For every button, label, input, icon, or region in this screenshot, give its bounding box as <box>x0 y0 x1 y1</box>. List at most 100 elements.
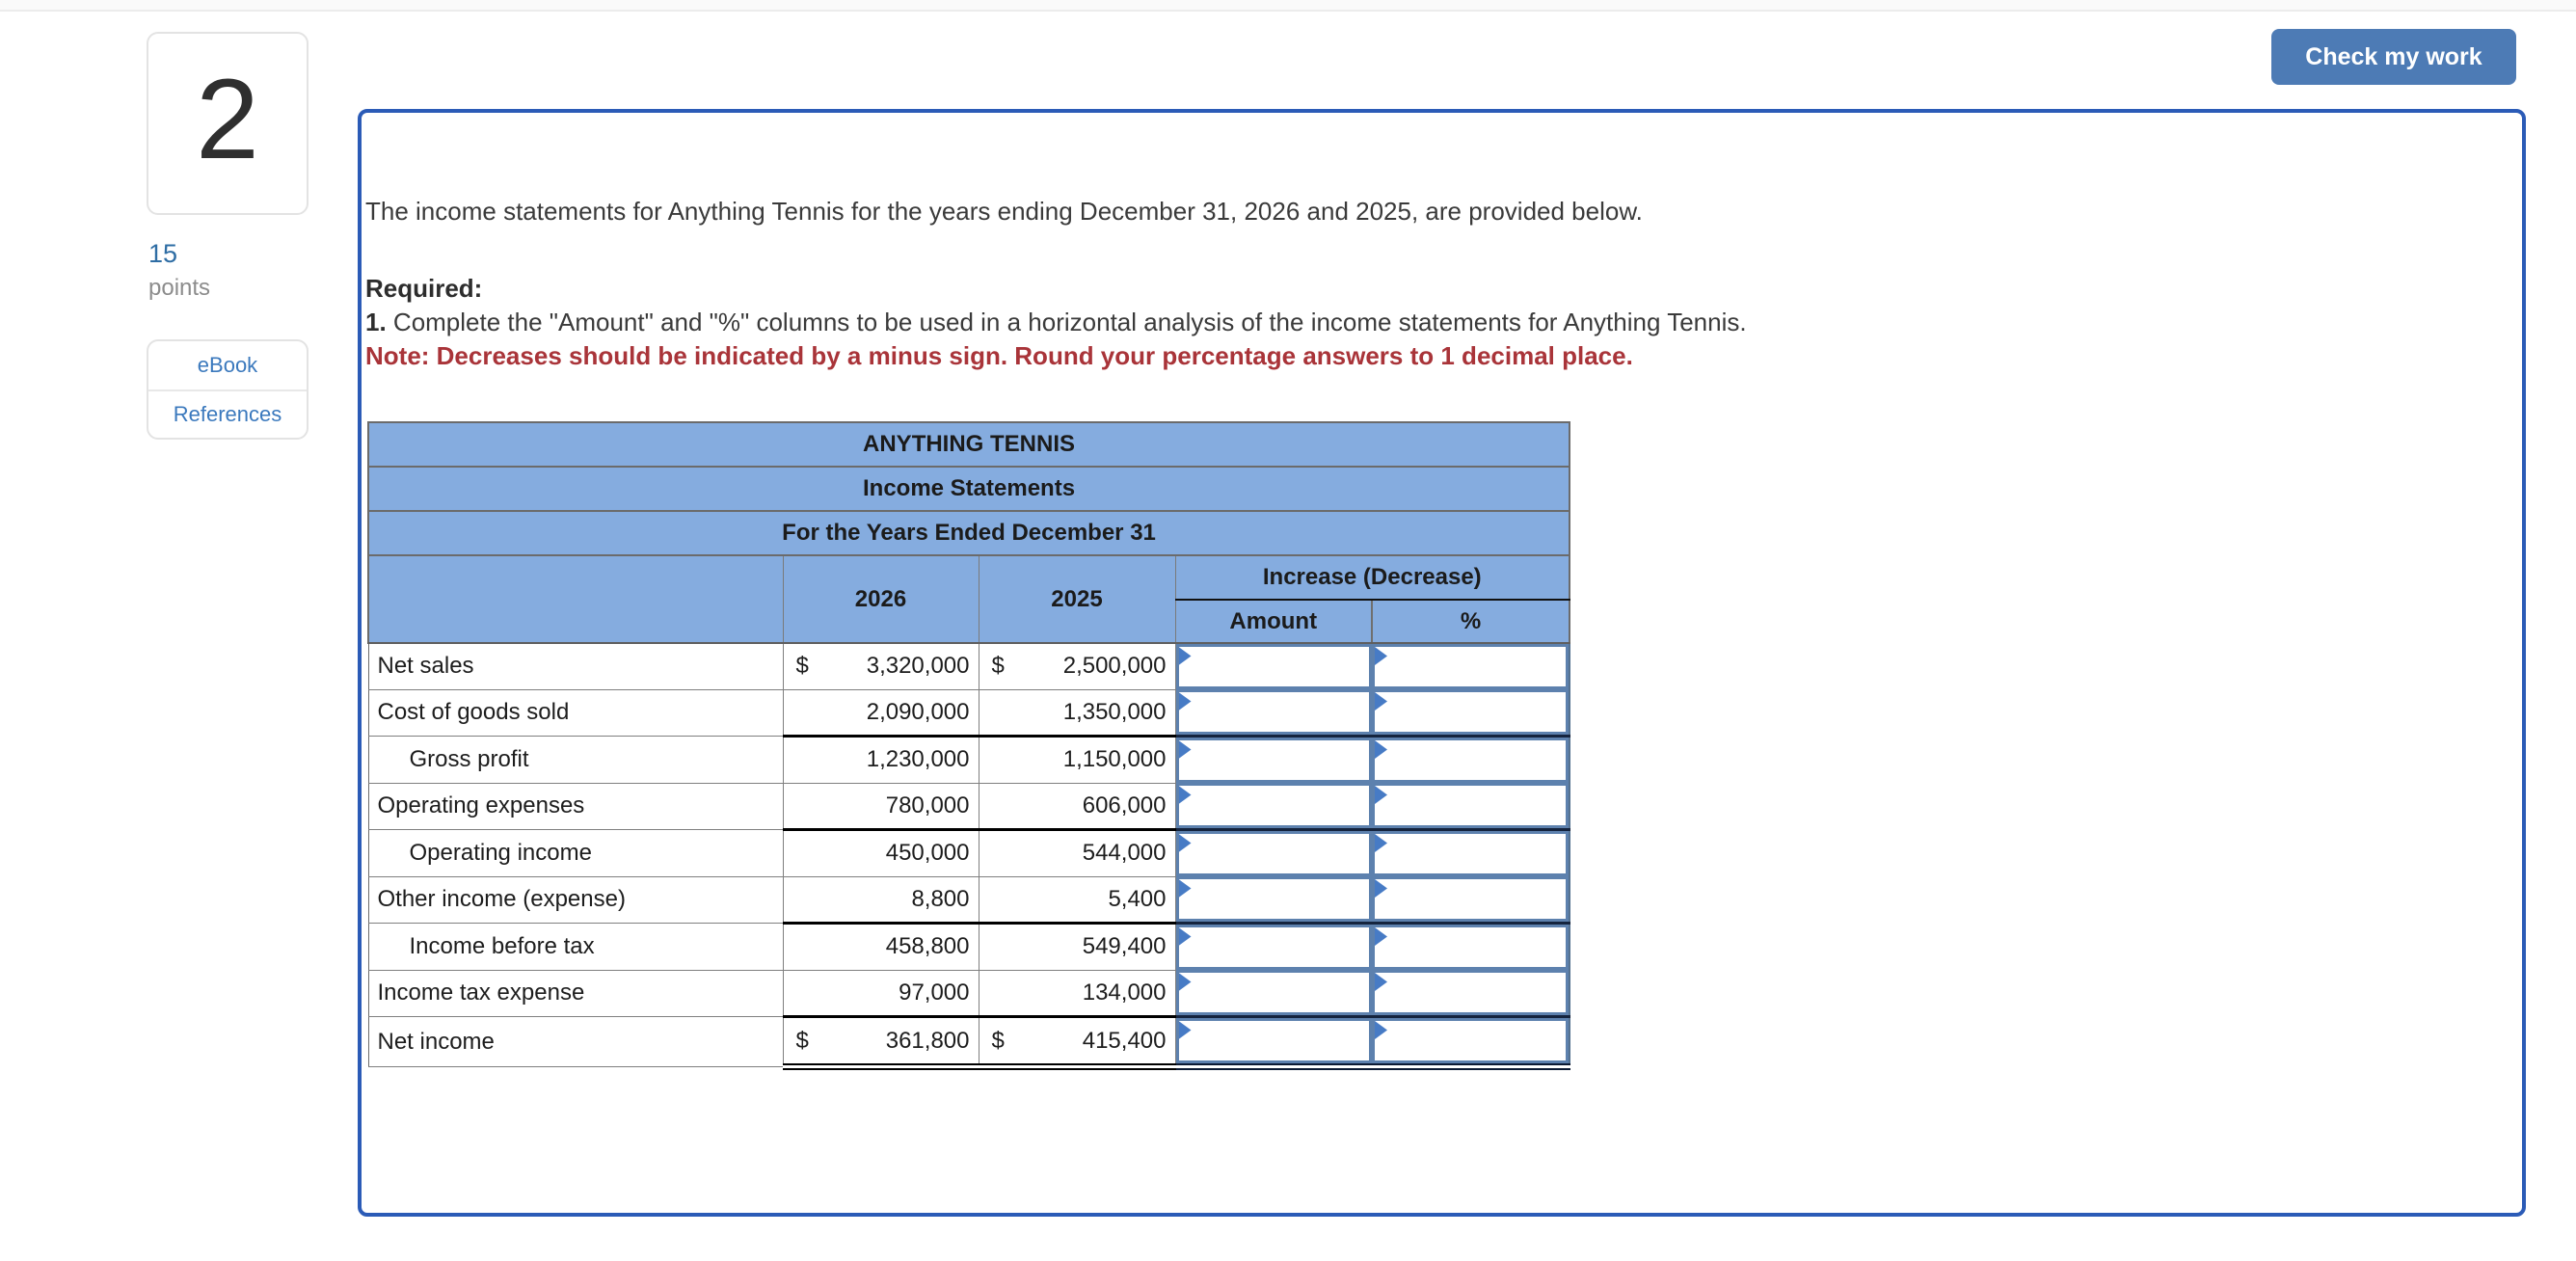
value-2026-cell: 450,000 <box>783 828 979 877</box>
row-label-cell: Gross profit <box>367 736 784 784</box>
check-my-work-button[interactable]: Check my work <box>2271 29 2516 85</box>
input-flag-icon <box>1178 834 1192 852</box>
amount-input[interactable] <box>1178 927 1369 967</box>
input-flag-icon <box>1178 927 1192 946</box>
row-label: Income before tax <box>409 932 595 959</box>
amount-input[interactable] <box>1178 973 1369 1012</box>
percent-input[interactable] <box>1375 834 1567 873</box>
percent-input-cell <box>1372 922 1571 970</box>
percent-input[interactable] <box>1375 647 1567 686</box>
row-label: Other income (expense) <box>377 886 626 913</box>
row-label: Operating expenses <box>377 792 585 819</box>
input-flag-icon <box>1178 786 1192 804</box>
required-label: Required: <box>365 274 483 303</box>
amount-input[interactable] <box>1178 692 1369 732</box>
table-row: Other income (expense) 8,800 5,400 <box>367 876 1571 924</box>
year-2025-header: 2025 <box>979 555 1176 644</box>
value-2025-cell: $2,500,000 <box>979 643 1176 690</box>
amount-header: Amount <box>1175 600 1373 644</box>
value-2026-cell: $3,320,000 <box>783 643 979 690</box>
percent-input[interactable] <box>1375 692 1567 732</box>
ebook-link[interactable]: eBook <box>197 353 258 377</box>
amount-input[interactable] <box>1178 834 1369 873</box>
input-flag-icon <box>1178 647 1192 665</box>
amount-input-cell <box>1175 735 1372 783</box>
question-panel: The income statements for Anything Tenni… <box>358 109 2526 1217</box>
year-2026-header: 2026 <box>783 555 979 644</box>
input-flag-icon <box>1375 740 1387 759</box>
value-2026-cell: 8,800 <box>783 876 979 924</box>
amount-input-cell <box>1175 643 1372 689</box>
row-label-cell: Net sales <box>367 643 784 690</box>
value-2025-cell: 5,400 <box>979 876 1176 924</box>
percent-input[interactable] <box>1375 927 1567 967</box>
table-row: Income tax expense 97,000 134,000 <box>367 970 1571 1017</box>
statement-title: Income Statements <box>366 466 1571 512</box>
note-text: Note: Decreases should be indicated by a… <box>365 341 1633 370</box>
percent-header: % <box>1372 600 1571 644</box>
percent-input-cell <box>1372 970 1571 1017</box>
table-row: Cost of goods sold 2,090,000 1,350,000 <box>367 689 1571 737</box>
amount-input[interactable] <box>1178 879 1369 919</box>
points-block: 15 points <box>148 238 210 302</box>
percent-input[interactable] <box>1375 879 1567 919</box>
income-statement-table: ANYTHING TENNIS Income Statements For th… <box>366 421 1571 1070</box>
amount-input[interactable] <box>1178 1021 1369 1060</box>
amount-input[interactable] <box>1178 740 1369 780</box>
sub-header-row: Amount % <box>368 600 1571 644</box>
value-2025-cell: 606,000 <box>979 783 1176 830</box>
amount-input-cell <box>1175 970 1372 1017</box>
dollar-sign: $ <box>991 1027 1005 1054</box>
table-title-row: Income Statements <box>366 466 1571 512</box>
percent-input-cell <box>1372 643 1571 689</box>
dollar-sign: $ <box>795 653 809 680</box>
table-title-row: ANYTHING TENNIS <box>366 421 1571 468</box>
percent-input[interactable] <box>1375 786 1567 825</box>
blank-header-cell <box>367 555 784 644</box>
row-label-cell: Net income <box>367 1016 784 1067</box>
percent-input-cell <box>1372 783 1571 830</box>
row-label-cell: Operating expenses <box>367 783 784 830</box>
row-label-cell: Other income (expense) <box>367 876 784 924</box>
amount-input[interactable] <box>1178 647 1369 686</box>
requirement-number: 1. <box>365 308 387 336</box>
percent-input-cell <box>1372 1015 1571 1070</box>
percent-input[interactable] <box>1375 1021 1567 1060</box>
table-row: Gross profit 1,230,000 1,150,000 <box>367 735 1571 784</box>
company-name-title: ANYTHING TENNIS <box>366 421 1571 468</box>
value-2026-cell: 1,230,000 <box>783 735 979 784</box>
row-label: Cost of goods sold <box>377 699 570 726</box>
percent-input[interactable] <box>1375 973 1567 1012</box>
input-flag-icon <box>1178 973 1192 991</box>
dollar-sign: $ <box>795 1027 809 1054</box>
input-flag-icon <box>1375 834 1387 852</box>
value-2026-cell: 2,090,000 <box>783 689 979 737</box>
input-flag-icon <box>1178 740 1192 759</box>
amount-input-cell <box>1175 689 1372 737</box>
references-link[interactable]: References <box>148 389 307 438</box>
value-2026-cell: 97,000 <box>783 970 979 1017</box>
points-value: 15 <box>148 239 178 268</box>
row-label-cell: Income before tax <box>367 923 784 971</box>
amount-input-cell <box>1175 1015 1372 1070</box>
table-title-row: For the Years Ended December 31 <box>366 510 1571 556</box>
resource-links-box: eBook References <box>147 339 309 440</box>
input-flag-icon <box>1375 647 1387 665</box>
percent-input[interactable] <box>1375 740 1567 780</box>
percent-input-cell <box>1372 689 1571 737</box>
question-number: 2 <box>196 56 259 183</box>
amount-input[interactable] <box>1178 786 1369 825</box>
table-row: Net sales $3,320,000 $2,500,000 <box>367 643 1571 690</box>
value-2026-cell: $361,800 <box>783 1015 979 1070</box>
requirements-block: Required: 1. Complete the "Amount" and "… <box>365 272 2522 373</box>
row-label: Net sales <box>377 653 474 680</box>
amount-input-cell <box>1175 876 1372 924</box>
amount-input-cell <box>1175 828 1372 876</box>
table-row: Operating income 450,000 544,000 <box>367 828 1571 877</box>
points-label: points <box>148 275 211 302</box>
input-flag-icon <box>1375 973 1387 991</box>
row-label: Income tax expense <box>377 979 585 1006</box>
top-toolbar-strip <box>0 0 2576 12</box>
table-row: Operating expenses 780,000 606,000 <box>367 783 1571 830</box>
dollar-sign: $ <box>991 653 1005 680</box>
